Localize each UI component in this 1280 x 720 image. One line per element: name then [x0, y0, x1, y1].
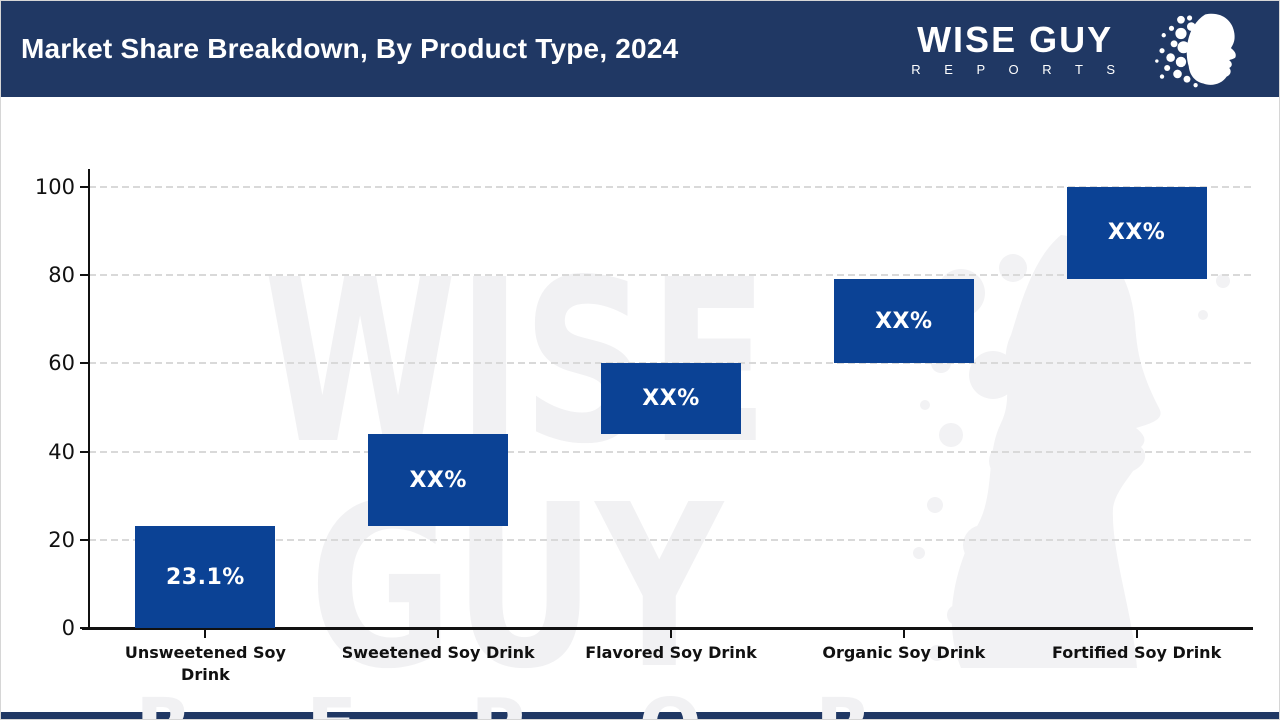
bar-segment: XX%: [833, 278, 974, 364]
y-tick-100: [80, 186, 88, 188]
y-tick-label: 20: [48, 527, 75, 552]
y-tick-label: 40: [48, 439, 75, 464]
y-axis-line: [88, 169, 90, 630]
x-tick: [670, 630, 672, 638]
logo-primary-label: WISE GUY: [917, 19, 1114, 60]
x-tick: [902, 630, 905, 638]
y-tick-40: [80, 450, 88, 453]
y-tick-label: 80: [48, 263, 75, 288]
bar-value-label: XX%: [642, 386, 700, 412]
bar-value-label: XX%: [409, 467, 467, 493]
y-tick-label: 100: [34, 175, 75, 199]
x-tick: [1135, 630, 1138, 638]
page-title: Market Share Breakdown, By Product Type,…: [21, 33, 679, 64]
logo-secondary-label: R E P O R T S: [911, 62, 1125, 77]
category-label: Flavored Soy Drink: [585, 643, 757, 662]
wise-guy-logo: WISE GUY R E P O R T S: [905, 6, 1243, 92]
bar-segment: XX%: [1066, 187, 1207, 279]
x-tick: [437, 630, 440, 638]
x-axis-line: [82, 627, 1253, 630]
category-label: Unsweetened Soy Drink: [124, 643, 286, 684]
gridline-80: [89, 274, 1253, 277]
bar-value-label: 23.1%: [165, 564, 245, 590]
bar-value-label: XX%: [875, 308, 933, 334]
y-tick-60: [80, 362, 88, 365]
y-tick-20: [80, 538, 88, 541]
footer-bar: [1, 712, 1279, 719]
header-bar: Market Share Breakdown, By Product Type,…: [1, 1, 1279, 97]
logo-text: WISE GUY R E P O R T S: [905, 19, 1125, 77]
bar-segment: 23.1%: [135, 526, 276, 628]
category-label: Organic Soy Drink: [822, 643, 986, 662]
bar-value-label: XX%: [1107, 220, 1166, 246]
bar-segment: XX%: [368, 434, 509, 527]
x-tick: [204, 630, 207, 638]
category-label: Sweetened Soy Drink: [341, 643, 535, 662]
category-label: Fortified Soy Drink: [1051, 643, 1222, 662]
y-tick-80: [80, 274, 88, 277]
logo-head-icon: [1155, 13, 1236, 88]
y-tick-label: 0: [61, 616, 75, 640]
gridline-100: [89, 186, 1253, 188]
gridline-20: [89, 538, 1253, 541]
bar-segment: XX%: [601, 363, 741, 435]
y-tick-label: 60: [48, 351, 75, 376]
gridline-40: [89, 450, 1253, 453]
